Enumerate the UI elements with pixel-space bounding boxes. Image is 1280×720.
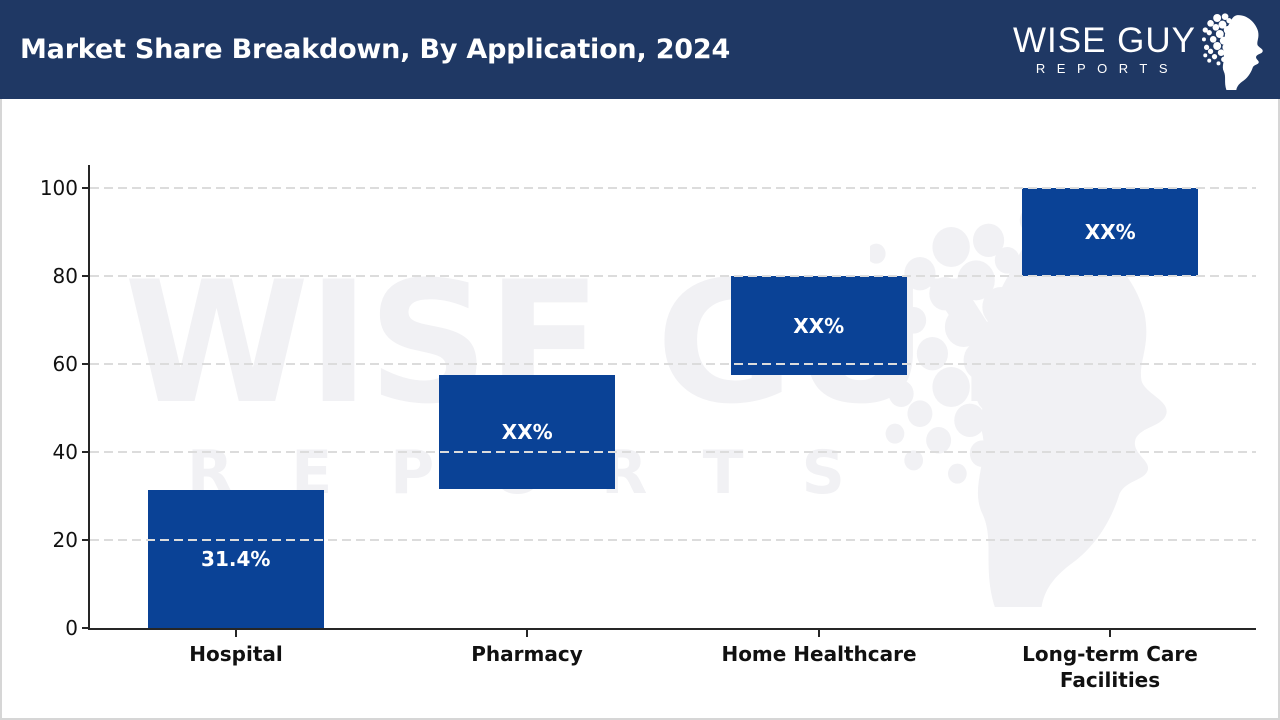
bar-value-label: 31.4% <box>201 547 271 571</box>
x-axis-category-label: Pharmacy <box>471 642 583 666</box>
y-tick-mark <box>82 451 90 453</box>
y-gridline <box>90 275 1256 277</box>
y-gridline <box>90 363 1256 365</box>
bar-value-label: XX% <box>1084 220 1136 244</box>
x-axis-category-label: Hospital <box>189 642 283 666</box>
brand-logo: WISE GUY REPORTS <box>1013 10 1266 90</box>
y-axis-tick-label: 0 <box>65 616 78 640</box>
y-axis-line <box>88 165 90 630</box>
bar-segment: XX% <box>439 375 616 489</box>
x-axis-category-label: Home Healthcare <box>721 642 917 666</box>
brand-subtitle: REPORTS <box>1035 61 1180 76</box>
bar-segment: 31.4% <box>147 490 324 628</box>
y-axis-tick-label: 20 <box>52 528 78 552</box>
y-axis-tick-label: 60 <box>52 352 78 376</box>
y-axis-tick-label: 100 <box>39 176 78 200</box>
y-gridline <box>90 451 1256 453</box>
x-axis-line <box>88 628 1256 630</box>
x-axis-category-label: Long-term Care Facilities <box>1022 642 1198 692</box>
y-gridline <box>90 539 1256 541</box>
y-gridline <box>90 187 1256 189</box>
chart-title: Market Share Breakdown, By Application, … <box>20 34 731 65</box>
x-tick-mark <box>526 630 528 637</box>
bar-value-label: XX% <box>501 420 553 444</box>
header-bar: Market Share Breakdown, By Application, … <box>0 0 1280 99</box>
y-axis-tick-label: 40 <box>52 440 78 464</box>
y-axis-tick-label: 80 <box>52 264 78 288</box>
bar-segment: XX% <box>1022 188 1199 276</box>
y-tick-mark <box>82 187 90 189</box>
y-tick-mark <box>82 363 90 365</box>
x-tick-mark <box>818 630 820 637</box>
x-tick-mark <box>1109 630 1111 637</box>
y-tick-mark <box>82 539 90 541</box>
chart-canvas: WISE GUY REPORTS 31.4%HospitalXX%Pharmac… <box>0 99 1280 720</box>
x-tick-mark <box>235 630 237 637</box>
brand-wordmark: WISE GUY REPORTS <box>1012 21 1196 77</box>
brand-name: WISE GUY <box>1012 21 1196 60</box>
y-tick-mark <box>82 627 90 629</box>
bar-value-label: XX% <box>793 313 845 338</box>
logo-head-icon <box>1201 12 1263 90</box>
y-tick-mark <box>82 275 90 277</box>
bar-segment: XX% <box>730 276 907 375</box>
